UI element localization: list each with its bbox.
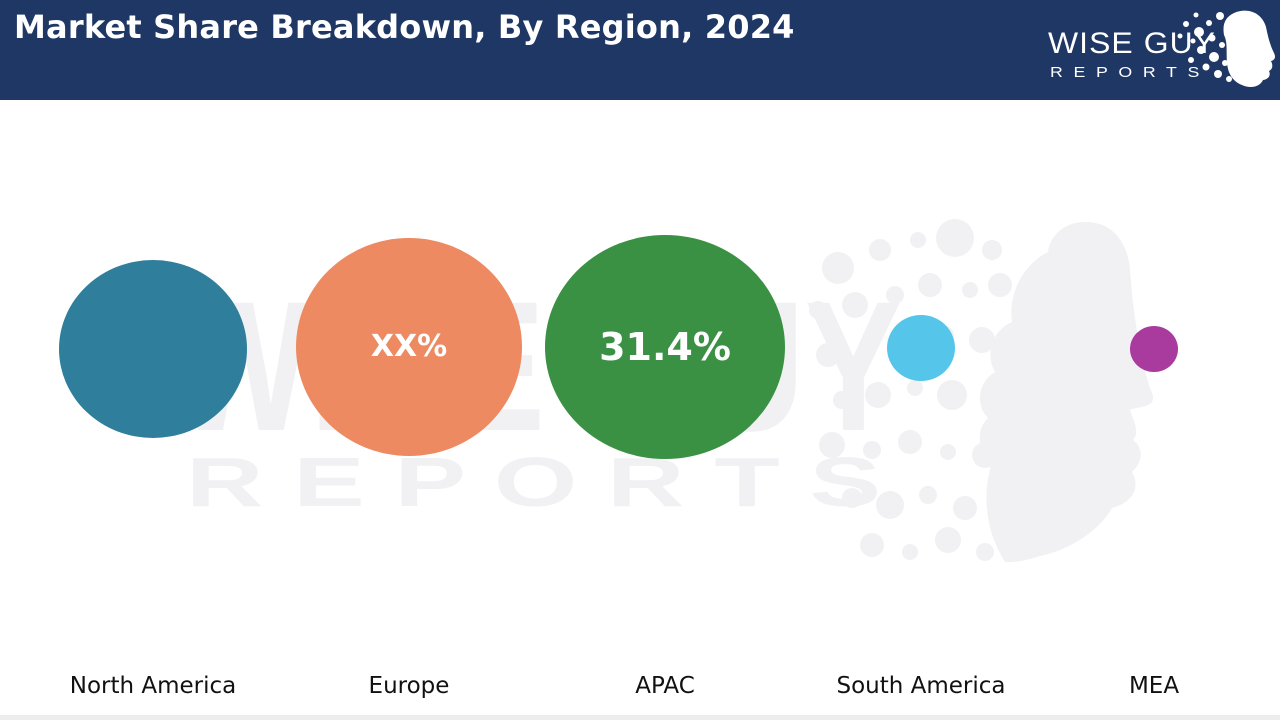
region-label-south-america: South America: [836, 673, 1006, 699]
chart-area: WISE GUY R E P O R T S: [0, 100, 1280, 720]
logo-head-icon: [1177, 10, 1275, 88]
watermark-subtext: R E P O R T S: [186, 443, 881, 521]
logo-subtext: REPORTS: [1050, 64, 1210, 81]
watermark-wordmark: WISE GUY: [172, 264, 902, 470]
region-label-apac: APAC: [635, 673, 695, 699]
bubble-south-america: [887, 315, 955, 381]
region-label-europe: Europe: [368, 673, 450, 699]
bubble-mea: [1130, 326, 1178, 372]
bubble-value-apac: 31.4%: [599, 325, 731, 369]
bubble-apac: 31.4%: [545, 235, 785, 459]
header: Market Share Breakdown, By Region, 2024 …: [0, 0, 1280, 100]
bubble-value-europe: XX%: [370, 329, 448, 364]
page-title: Market Share Breakdown, By Region, 2024: [14, 8, 795, 46]
region-label-mea: MEA: [1128, 673, 1180, 699]
bubble-north-america: [59, 260, 247, 438]
region-label-north-america: North America: [69, 673, 237, 699]
wise-guy-reports-logo: WISE GUY REPORTS: [1048, 10, 1275, 88]
bubble-europe: XX%: [296, 238, 522, 456]
bottom-edge: [0, 715, 1280, 720]
logo-wordmark: WISE GUY: [1048, 27, 1216, 60]
